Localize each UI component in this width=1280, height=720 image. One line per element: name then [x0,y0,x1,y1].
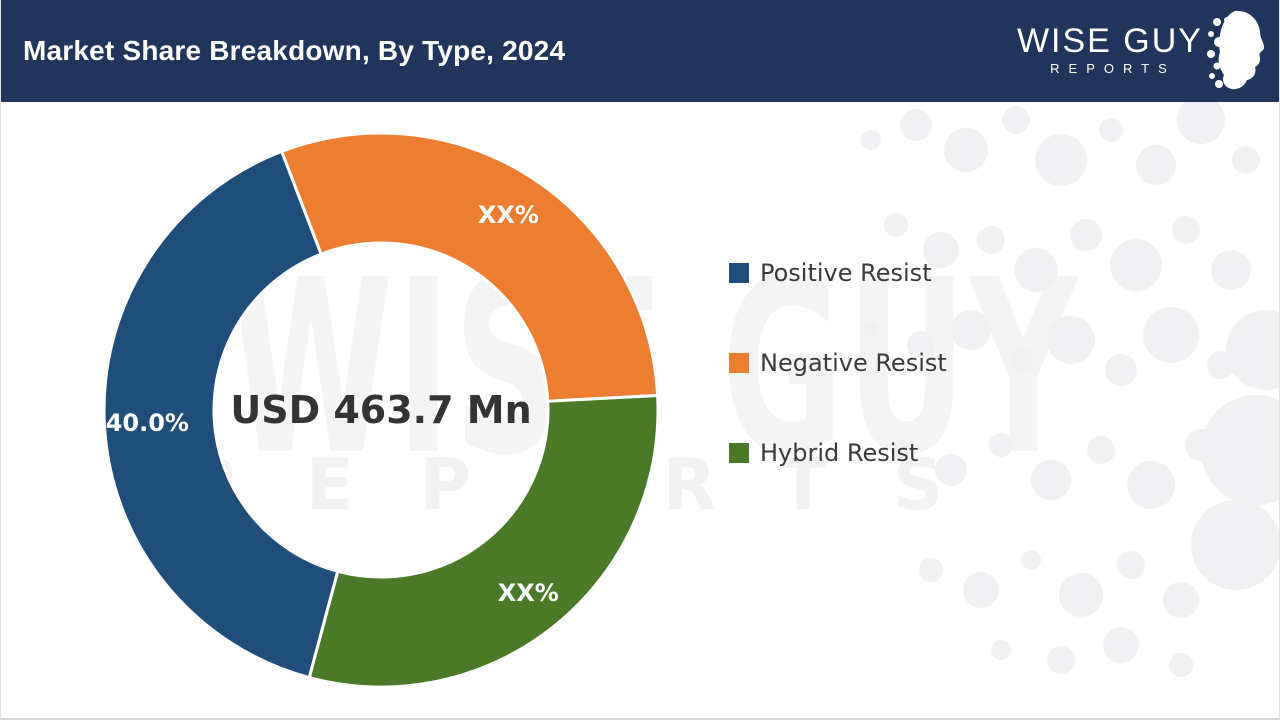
logo-reports-label: REPORTS [1050,61,1176,76]
header-bar: Market Share Breakdown, By Type, 2024 WI… [1,0,1279,102]
logo-wiseguy-label: WISE GUY [1016,22,1203,60]
pie-segment-percentage-label: 40.0% [106,409,189,437]
pie-segment-percentage-label: XX% [478,201,539,229]
page-title: Market Share Breakdown, By Type, 2024 [23,35,566,66]
legend-label: Negative Resist [760,349,947,377]
legend-label: Positive Resist [760,259,932,287]
legend-swatch-icon [729,443,749,463]
logo-text: WISE GUY REPORTS [1017,23,1203,77]
legend-item-positive-resist: Positive Resist [729,261,947,285]
chart-legend: Positive Resist Negative Resist Hybrid Res… [729,261,947,531]
legend-swatch-icon [729,353,749,373]
legend-item-negative-resist: Negative Resist [729,351,947,375]
legend-item-hybrid-resist: Hybrid Resist [729,441,947,465]
legend-label: Hybrid Resist [760,439,919,467]
wise-guy-logo: WISE GUY REPORTS [1017,8,1265,92]
pie-segment-percentage-label: XX% [498,579,559,607]
pie-segment-positive-resist [102,149,340,680]
logo-face-icon [1207,10,1265,90]
donut-center-value: USD 463.7 Mn [230,388,531,432]
pie-segment-negative-resist [279,131,660,403]
legend-swatch-icon [729,263,749,283]
pie-segment-hybrid-resist [307,393,660,689]
